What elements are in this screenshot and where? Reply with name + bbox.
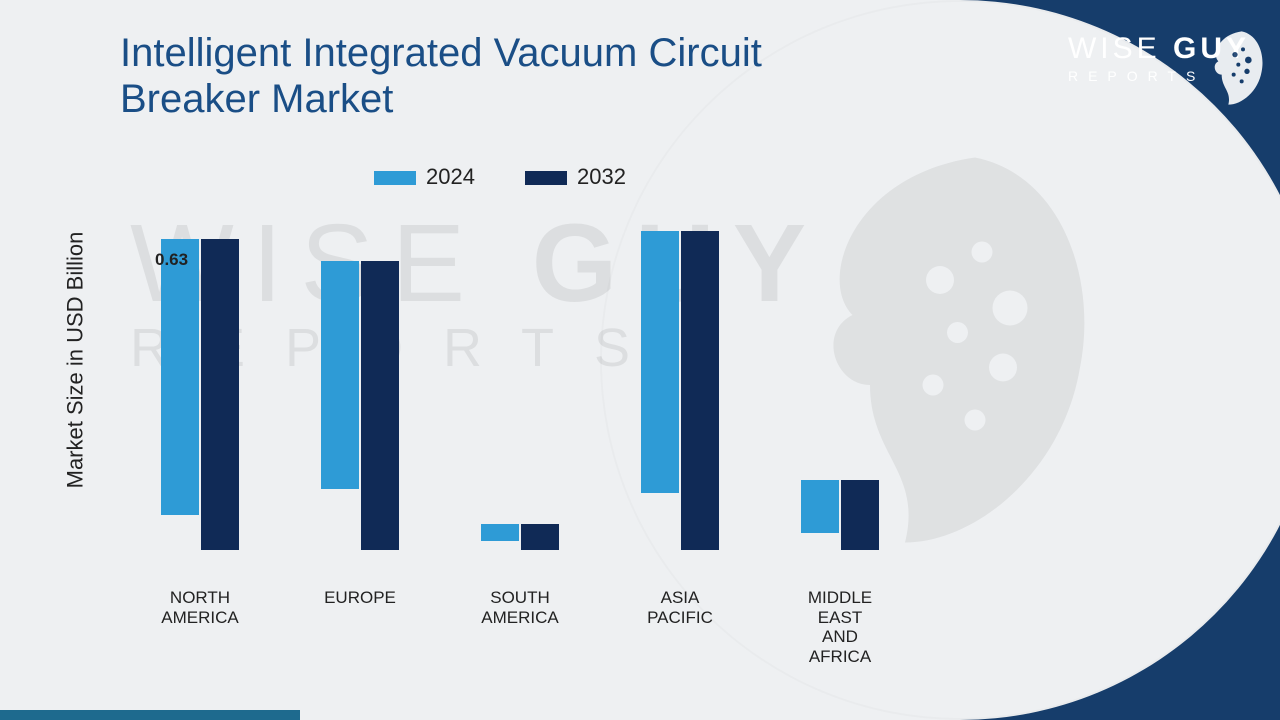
value-label: 0.63 — [155, 250, 188, 270]
chart-title: Intelligent Integrated Vacuum Circuit Br… — [120, 30, 820, 122]
bar — [681, 231, 719, 550]
bar — [841, 480, 879, 550]
legend-item-2032: 2032 — [525, 164, 626, 190]
x-axis-label: EUROPE — [300, 588, 420, 608]
bar-group — [140, 239, 260, 550]
legend: 2024 2032 — [60, 164, 940, 190]
brand-head-icon — [1200, 28, 1270, 108]
bar-group — [620, 231, 740, 550]
bottom-stripe — [0, 710, 300, 720]
bar-group — [780, 480, 900, 550]
chart-container: Market Size in USD Billion 2024 2032 NOR… — [60, 170, 940, 650]
legend-swatch-2032 — [525, 171, 567, 185]
bar — [361, 261, 399, 550]
bar-group — [460, 524, 580, 550]
plot-area: NORTHAMERICA0.63EUROPESOUTHAMERICAASIAPA… — [120, 200, 920, 550]
bar — [521, 524, 559, 550]
brand-line1-a: WISE — [1068, 32, 1161, 65]
bar — [641, 231, 679, 494]
x-axis-label: SOUTHAMERICA — [460, 588, 580, 627]
bar — [481, 524, 519, 542]
x-axis-label: NORTHAMERICA — [140, 588, 260, 627]
x-axis-label: MIDDLEEASTANDAFRICA — [780, 588, 900, 666]
legend-swatch-2024 — [374, 171, 416, 185]
y-axis-label: Market Size in USD Billion — [60, 170, 90, 550]
bar — [801, 480, 839, 533]
bar — [321, 261, 359, 489]
legend-item-2024: 2024 — [374, 164, 475, 190]
bar — [201, 239, 239, 550]
x-axis-label: ASIAPACIFIC — [620, 588, 740, 627]
bar-group — [300, 261, 420, 550]
bar — [161, 239, 199, 515]
